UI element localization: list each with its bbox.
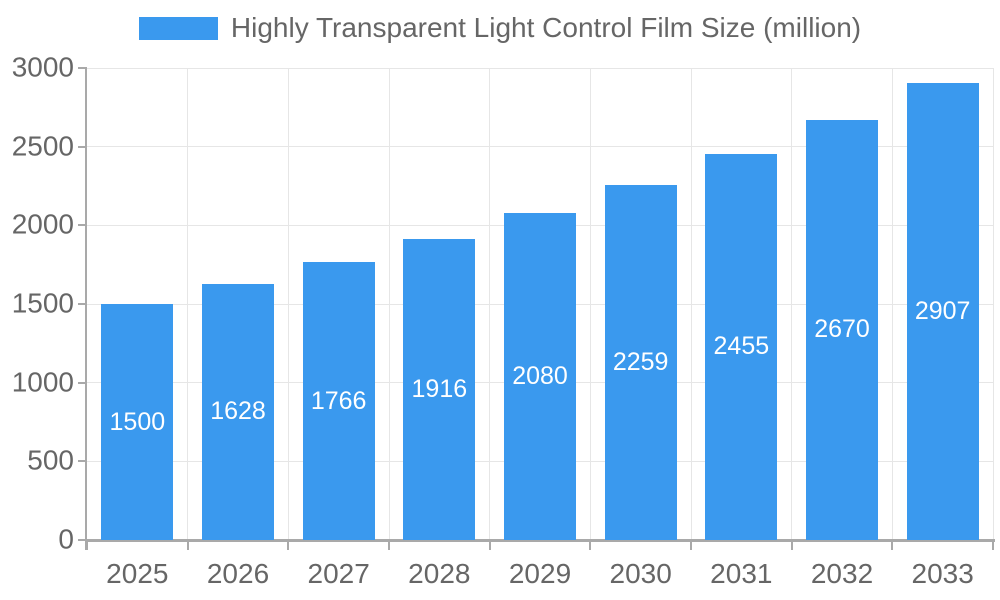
bar[interactable]: 1500 <box>101 304 174 540</box>
x-axis-tick <box>891 540 894 550</box>
y-axis-tick <box>78 460 87 463</box>
x-axis-tick <box>186 540 189 550</box>
bar-value-label: 1628 <box>210 397 266 426</box>
gridline <box>489 68 491 540</box>
x-axis-line <box>85 539 995 542</box>
y-tick-label: 1500 <box>11 287 74 319</box>
y-tick-label: 0 <box>58 523 74 555</box>
gridline <box>187 68 189 540</box>
x-axis-tick <box>388 540 390 550</box>
x-tick-label: 2032 <box>810 558 874 589</box>
x-axis-tick <box>790 540 793 550</box>
y-axis-tick <box>78 539 87 541</box>
x-tick-label: 2027 <box>307 558 370 589</box>
x-tick-label: 2031 <box>710 558 773 589</box>
y-tick-label: 3000 <box>11 51 74 83</box>
x-axis-tick <box>589 540 592 550</box>
bar-value-label: 1500 <box>109 407 166 436</box>
x-tick-label: 2028 <box>408 558 471 589</box>
gridline <box>287 68 289 540</box>
y-axis-tick <box>78 224 87 227</box>
gridline <box>891 68 893 540</box>
y-axis-line <box>85 68 87 550</box>
legend-label: Highly Transparent Light Control Film Si… <box>230 12 862 43</box>
gridline <box>388 68 390 540</box>
x-tick-label: 2030 <box>609 558 672 589</box>
bar-value-label: 2080 <box>512 361 568 390</box>
bar[interactable]: 1916 <box>403 238 476 540</box>
bar-value-label: 2670 <box>814 315 870 344</box>
bar[interactable]: 2080 <box>504 212 576 540</box>
bar-value-label: 1766 <box>310 386 367 415</box>
bar-value-label: 2259 <box>612 347 669 376</box>
bar[interactable]: 1766 <box>302 262 375 540</box>
bar-value-label: 2907 <box>914 296 971 325</box>
x-axis-tick <box>488 540 491 550</box>
gridline <box>87 67 993 69</box>
x-tick-label: 2033 <box>911 558 974 589</box>
bar[interactable]: 2259 <box>604 184 677 540</box>
gridline <box>690 68 692 540</box>
y-tick-label: 2500 <box>11 130 74 162</box>
x-axis-tick <box>992 540 994 550</box>
bar[interactable]: 2670 <box>806 119 878 540</box>
y-tick-label: 1000 <box>11 366 74 398</box>
gridline <box>791 68 793 540</box>
y-axis-tick <box>78 67 87 69</box>
bar[interactable]: 2455 <box>705 153 778 540</box>
gridline <box>992 68 994 540</box>
gridline <box>589 68 591 540</box>
y-axis-tick <box>78 145 87 148</box>
legend-swatch-icon <box>138 16 218 40</box>
x-axis-tick <box>287 540 290 550</box>
bar-value-label: 2455 <box>713 332 770 361</box>
y-tick-label: 500 <box>27 444 74 476</box>
y-axis-tick <box>78 381 87 384</box>
x-axis-tick <box>690 540 692 550</box>
y-tick-label: 2000 <box>11 208 74 240</box>
x-tick-label: 2026 <box>206 558 270 589</box>
gridline <box>87 146 993 148</box>
legend-item[interactable]: Highly Transparent Light Control Film Si… <box>0 12 1000 44</box>
x-axis-tick <box>86 540 88 550</box>
bar[interactable]: 1628 <box>202 283 274 540</box>
x-tick-label: 2025 <box>106 558 169 589</box>
x-tick-label: 2029 <box>508 558 572 589</box>
bar-value-label: 1916 <box>411 374 468 403</box>
bar[interactable]: 2907 <box>906 82 979 540</box>
y-axis-tick <box>78 303 87 305</box>
